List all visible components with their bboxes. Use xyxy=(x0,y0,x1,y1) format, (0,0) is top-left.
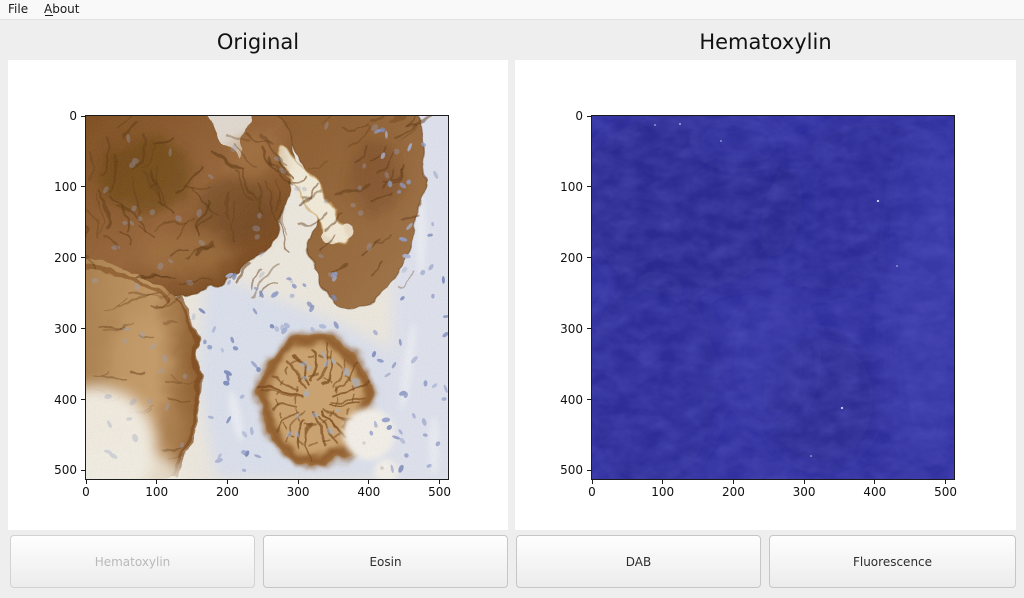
y-tick-mark xyxy=(587,469,591,471)
x-tick-label: 100 xyxy=(145,485,169,499)
x-tick-mark xyxy=(803,480,805,484)
y-tick-mark xyxy=(81,469,85,471)
original-plot-axes: 0 100 200 300 400 500 0 100 200 300 400 500 xyxy=(54,109,451,499)
panel-title-original: Original xyxy=(216,30,300,54)
y-tick-mark xyxy=(81,328,85,330)
x-tick-mark xyxy=(591,480,593,484)
dab-button[interactable]: DAB xyxy=(516,535,761,588)
y-tick-label: 100 xyxy=(54,179,77,194)
x-tick-label: 300 xyxy=(792,485,816,499)
hematoxylin-channel-image xyxy=(592,116,954,479)
y-tick-mark xyxy=(587,257,591,259)
y-tick-mark xyxy=(81,399,85,401)
x-tick-mark xyxy=(439,480,441,484)
y-tick-mark xyxy=(587,399,591,401)
y-tick-label: 0 xyxy=(575,109,583,123)
x-tick-mark xyxy=(156,480,158,484)
x-tick-label: 0 xyxy=(588,485,596,499)
x-tick-mark xyxy=(945,480,947,484)
y-tick-mark xyxy=(81,257,85,259)
y-tick-label: 400 xyxy=(560,392,583,407)
y-tick-label: 500 xyxy=(560,463,583,478)
x-tick-label: 0 xyxy=(82,485,90,499)
original-figure-canvas: 0 100 200 300 400 500 0 100 200 300 400 500 xyxy=(8,60,508,530)
x-tick-mark xyxy=(368,480,370,484)
x-tick-mark xyxy=(732,480,734,484)
x-tick-mark xyxy=(226,480,228,484)
y-tick-mark xyxy=(81,186,85,188)
x-tick-mark xyxy=(662,480,664,484)
hematoxylin-button[interactable]: Hematoxylin xyxy=(10,535,255,588)
x-tick-mark xyxy=(85,480,87,484)
y-tick-label: 500 xyxy=(54,463,77,478)
x-tick-label: 100 xyxy=(651,485,675,499)
y-tick-label: 100 xyxy=(560,179,583,194)
x-tick-label: 400 xyxy=(863,485,887,499)
hematoxylin-plot-axes: 0 100 200 300 400 500 0 100 200 300 400 500 xyxy=(560,109,957,499)
panel-title-hematoxylin: Hematoxylin xyxy=(699,30,832,54)
x-tick-label: 200 xyxy=(215,485,239,499)
about-mnemonic-underline xyxy=(45,15,53,16)
y-tick-mark xyxy=(587,115,591,117)
x-tick-label: 500 xyxy=(934,485,957,499)
y-tick-label: 200 xyxy=(560,250,583,265)
menubar: File About xyxy=(0,0,1024,20)
x-tick-label: 300 xyxy=(286,485,310,499)
y-tick-label: 0 xyxy=(69,109,77,123)
y-tick-label: 300 xyxy=(54,321,77,336)
y-tick-mark xyxy=(81,115,85,117)
y-tick-mark xyxy=(587,328,591,330)
x-tick-mark xyxy=(297,480,299,484)
menu-about[interactable]: About xyxy=(44,2,80,16)
hematoxylin-figure-canvas: 0 100 200 300 400 500 0 100 200 300 400 500 xyxy=(515,60,1016,530)
y-tick-label: 400 xyxy=(54,392,77,407)
x-tick-label: 500 xyxy=(428,485,451,499)
fluorescence-button[interactable]: Fluorescence xyxy=(769,535,1016,588)
y-tick-label: 200 xyxy=(54,250,77,265)
x-tick-label: 200 xyxy=(721,485,745,499)
y-tick-mark xyxy=(587,186,591,188)
original-histology-image xyxy=(86,116,448,479)
menu-file[interactable]: File xyxy=(8,2,29,16)
eosin-button[interactable]: Eosin xyxy=(263,535,508,588)
y-tick-label: 300 xyxy=(560,321,583,336)
x-tick-label: 400 xyxy=(357,485,381,499)
x-tick-mark xyxy=(874,480,876,484)
